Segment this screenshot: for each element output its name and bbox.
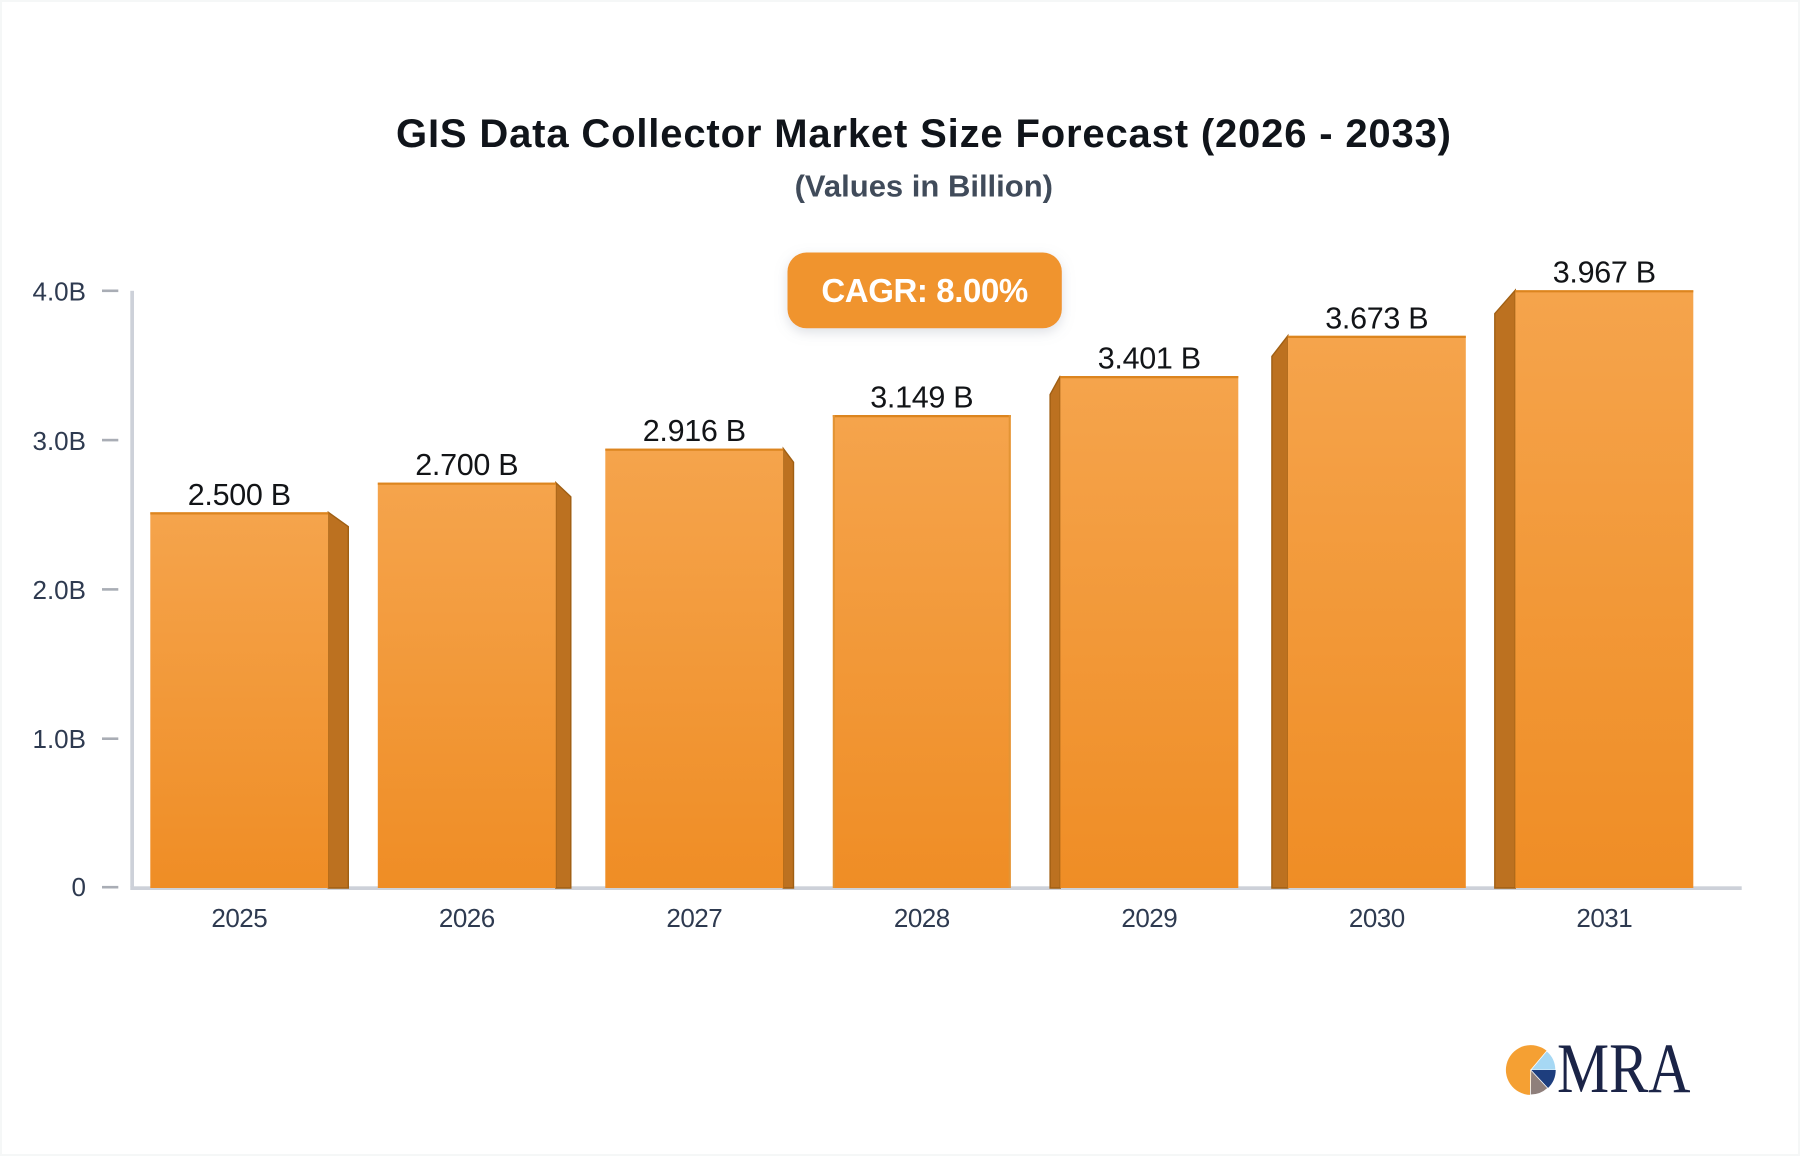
svg-text:2028: 2028 bbox=[894, 903, 950, 933]
svg-text:2.0B: 2.0B bbox=[33, 575, 87, 605]
svg-text:2.500 B: 2.500 B bbox=[188, 478, 291, 512]
svg-text:2.916 B: 2.916 B bbox=[643, 414, 746, 448]
svg-text:2026: 2026 bbox=[439, 903, 495, 933]
svg-text:3.967 B: 3.967 B bbox=[1553, 256, 1656, 290]
svg-text:2.700 B: 2.700 B bbox=[415, 448, 518, 482]
svg-text:2029: 2029 bbox=[1121, 903, 1177, 933]
svg-text:1.0B: 1.0B bbox=[33, 724, 87, 754]
svg-text:3.149 B: 3.149 B bbox=[870, 381, 973, 415]
svg-text:2027: 2027 bbox=[666, 903, 722, 933]
svg-text:MRA: MRA bbox=[1557, 1030, 1691, 1108]
svg-text:3.0B: 3.0B bbox=[33, 426, 87, 456]
svg-text:4.0B: 4.0B bbox=[33, 277, 87, 307]
svg-text:(Values in Billion): (Values in Billion) bbox=[795, 168, 1053, 203]
svg-text:3.673 B: 3.673 B bbox=[1325, 301, 1428, 335]
svg-text:3.401 B: 3.401 B bbox=[1098, 342, 1201, 376]
svg-text:GIS Data Collector Market Size: GIS Data Collector Market Size Forecast … bbox=[396, 112, 1451, 156]
svg-text:2031: 2031 bbox=[1576, 903, 1632, 933]
svg-text:0: 0 bbox=[72, 872, 86, 902]
svg-text:CAGR: 8.00%: CAGR: 8.00% bbox=[821, 272, 1028, 309]
svg-text:2025: 2025 bbox=[211, 903, 267, 933]
svg-text:2030: 2030 bbox=[1349, 903, 1405, 933]
